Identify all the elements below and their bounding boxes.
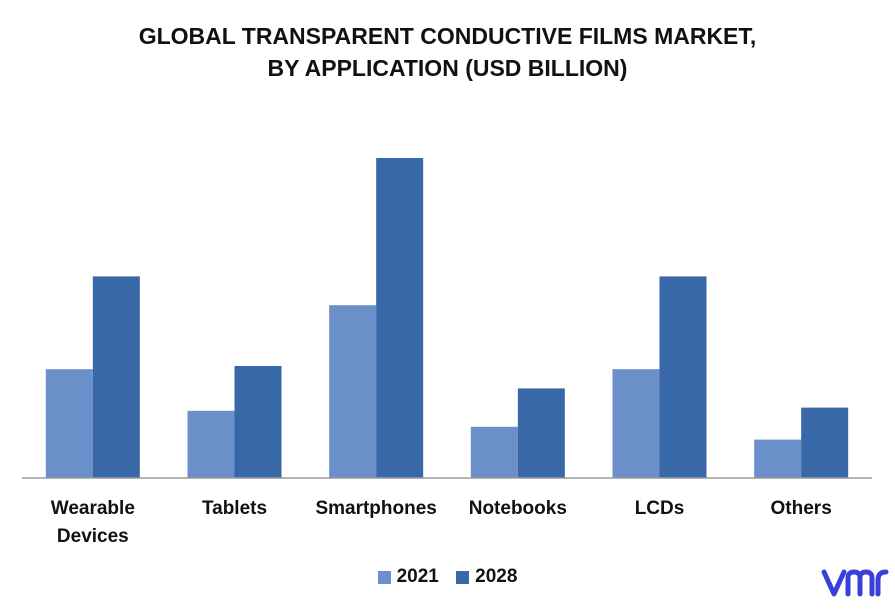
legend-label-2028: 2028 (475, 566, 518, 587)
x-tick-label: Others (771, 498, 832, 519)
bar-2028-wearable-devices (92, 276, 140, 478)
legend-swatch-2028 (456, 570, 470, 584)
bar-2028-tablets (234, 366, 282, 478)
x-tick-label: Tablets (202, 498, 267, 519)
legend-item-2021: 2021 (377, 566, 439, 588)
bar-2021-wearable-devices (45, 369, 93, 478)
bar-2028-smartphones (376, 158, 424, 478)
x-tick-labels: Wearable Devices Tablets Smartphones Noteboo… (51, 498, 832, 547)
bars-group (45, 158, 849, 478)
vmr-logo-icon (821, 569, 889, 597)
legend-swatch-2021 (377, 570, 391, 584)
x-tick-label: Smartphones (315, 498, 436, 519)
legend-label-2021: 2021 (396, 566, 439, 587)
bar-2021-others (754, 439, 802, 478)
bar-2028-others (801, 407, 849, 478)
chart-title-line-1: GLOBAL TRANSPARENT CONDUCTIVE FILMS MARK… (138, 23, 757, 49)
x-tick-label: LCDs (635, 498, 685, 519)
x-tick-label: Wearable Devices (51, 498, 135, 547)
bar-2021-tablets (187, 410, 235, 478)
chart-title: GLOBAL TRANSPARENT CONDUCTIVE FILMS MARK… (0, 20, 895, 84)
legend: 2021 2028 (0, 566, 895, 590)
bar-2021-smartphones (329, 305, 377, 478)
bar-2021-lcds (612, 369, 660, 478)
x-tick-label: Notebooks (469, 498, 567, 519)
chart-title-line-2: BY APPLICATION (USD BILLION) (267, 55, 628, 81)
bar-2028-notebooks (517, 388, 565, 478)
legend-item-2028: 2028 (456, 566, 517, 588)
bar-2021-notebooks (470, 426, 518, 478)
bar-2028-lcds (659, 276, 707, 478)
